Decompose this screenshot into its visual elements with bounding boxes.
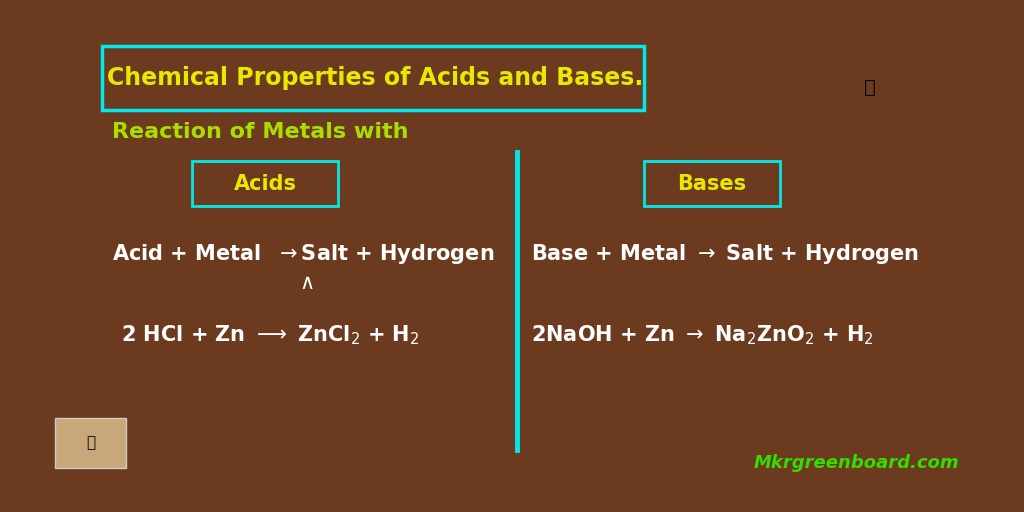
Text: Acid + Metal  $\rightarrow$Salt + Hydrogen: Acid + Metal $\rightarrow$Salt + Hydroge… [112, 242, 494, 266]
Text: 2NaOH + Zn $\rightarrow$ Na$_2$ZnO$_2$ + H$_2$: 2NaOH + Zn $\rightarrow$ Na$_2$ZnO$_2$ +… [530, 323, 873, 347]
Text: 👤: 👤 [86, 436, 95, 451]
Text: Acids: Acids [233, 174, 297, 194]
Text: Mkrgreenboard.com: Mkrgreenboard.com [754, 454, 959, 472]
Text: Chemical Properties of Acids and Bases.: Chemical Properties of Acids and Bases. [108, 66, 643, 90]
Text: Reaction of Metals with: Reaction of Metals with [112, 122, 409, 142]
Text: 2 HCl + Zn $\longrightarrow$ ZnCl$_2$ + H$_2$: 2 HCl + Zn $\longrightarrow$ ZnCl$_2$ + … [121, 323, 420, 347]
FancyBboxPatch shape [55, 418, 126, 468]
Text: Base + Metal $\rightarrow$ Salt + Hydrogen: Base + Metal $\rightarrow$ Salt + Hydrog… [530, 242, 920, 266]
Text: Bases: Bases [677, 174, 746, 194]
Text: $\wedge$: $\wedge$ [299, 273, 314, 293]
Text: 📖: 📖 [864, 77, 876, 97]
